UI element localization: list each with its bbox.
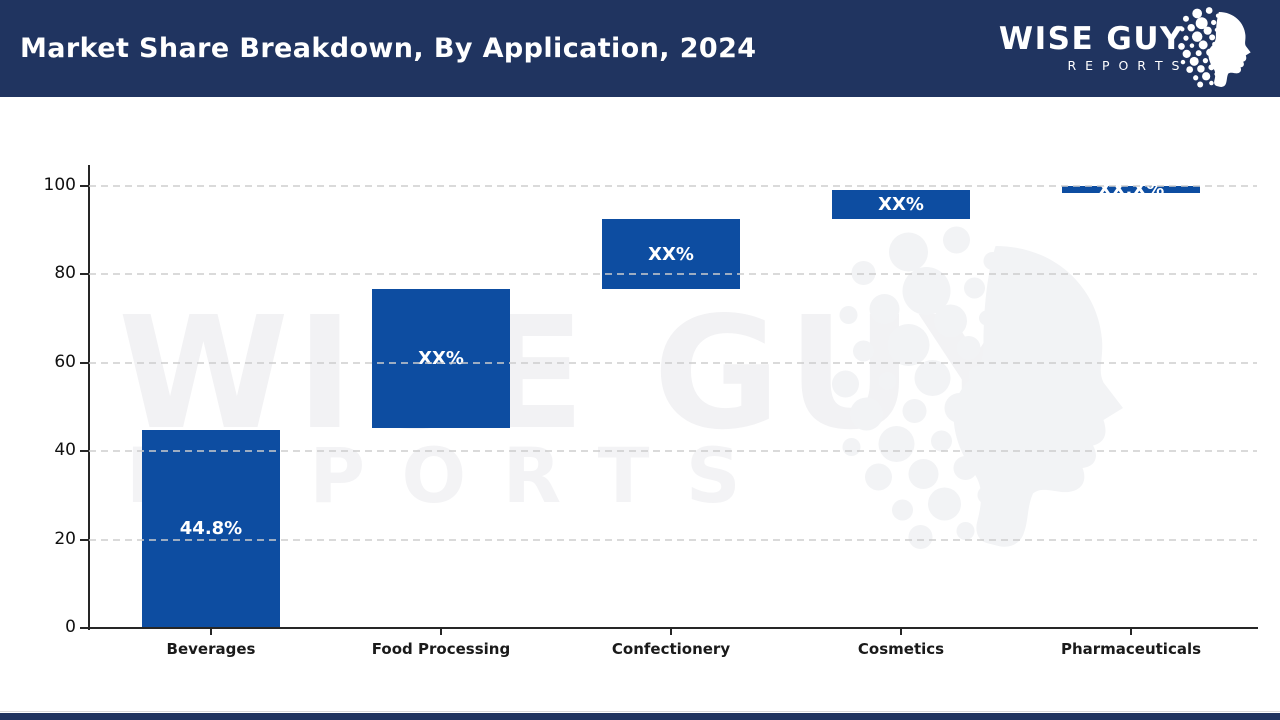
- x-axis-tick: [210, 629, 212, 635]
- bar-value-label: XX%: [648, 243, 694, 265]
- grid-line: [89, 361, 1257, 364]
- y-tick-label: 100: [43, 175, 76, 195]
- wise-guy-logo: WISE GUY R E P O R T S: [999, 6, 1280, 92]
- bar-value-label: XX%: [418, 347, 464, 369]
- category-label: Beverages: [166, 640, 256, 658]
- bar-confectionery: XX%: [602, 219, 740, 289]
- y-tick-label: 80: [54, 263, 76, 284]
- x-axis-line: [88, 627, 1258, 629]
- grid-line: [89, 450, 1257, 453]
- header-bar: Market Share Breakdown, By Application, …: [0, 0, 1280, 97]
- watermark-head-icon: [832, 226, 1123, 549]
- logo-text: WISE GUY R E P O R T S: [999, 24, 1184, 73]
- logo-wordmark: WISE GUY: [998, 21, 1184, 58]
- bar-value-label: 44.8%: [179, 518, 243, 540]
- y-tick-label: 20: [54, 528, 76, 549]
- logo-head-icon: [1178, 6, 1251, 88]
- category-label: Cosmetics: [857, 640, 945, 658]
- bar-food-processing: XX%: [372, 288, 510, 429]
- category-label: Confectionery: [611, 640, 731, 658]
- grid-line: [89, 538, 1257, 541]
- footer-divider: [0, 711, 1280, 712]
- y-tick-label: 40: [54, 440, 76, 461]
- x-axis-tick: [440, 629, 442, 635]
- x-axis-tick: [900, 629, 902, 635]
- bar-value-label: XX.X%: [1098, 186, 1165, 193]
- category-label: Pharmaceuticals: [1060, 640, 1202, 658]
- bar-cosmetics: XX%: [832, 189, 970, 220]
- bar-beverages: 44.8%: [142, 429, 280, 628]
- x-axis-tick: [1130, 629, 1132, 635]
- y-tick-label: 0: [65, 617, 76, 637]
- y-axis-tick: [80, 627, 88, 629]
- footer-bar: [0, 713, 1280, 720]
- y-tick-label: 60: [54, 351, 76, 372]
- category-label: Food Processing: [371, 640, 511, 658]
- y-axis-line: [88, 165, 90, 630]
- chart-title: Market Share Breakdown, By Application, …: [20, 33, 757, 64]
- bar-value-label: XX%: [878, 194, 924, 216]
- y-axis-tick: [80, 185, 88, 187]
- grid-line: [89, 185, 1257, 187]
- y-axis-tick: [80, 273, 88, 276]
- bar-pharmaceuticals: XX.X%: [1062, 186, 1200, 193]
- y-axis-tick: [80, 538, 88, 541]
- logo-subtitle: R E P O R T S: [1067, 58, 1182, 74]
- grid-line: [89, 273, 1257, 276]
- y-axis-tick: [80, 450, 88, 453]
- y-axis-tick: [80, 361, 88, 364]
- x-axis-tick: [670, 629, 672, 635]
